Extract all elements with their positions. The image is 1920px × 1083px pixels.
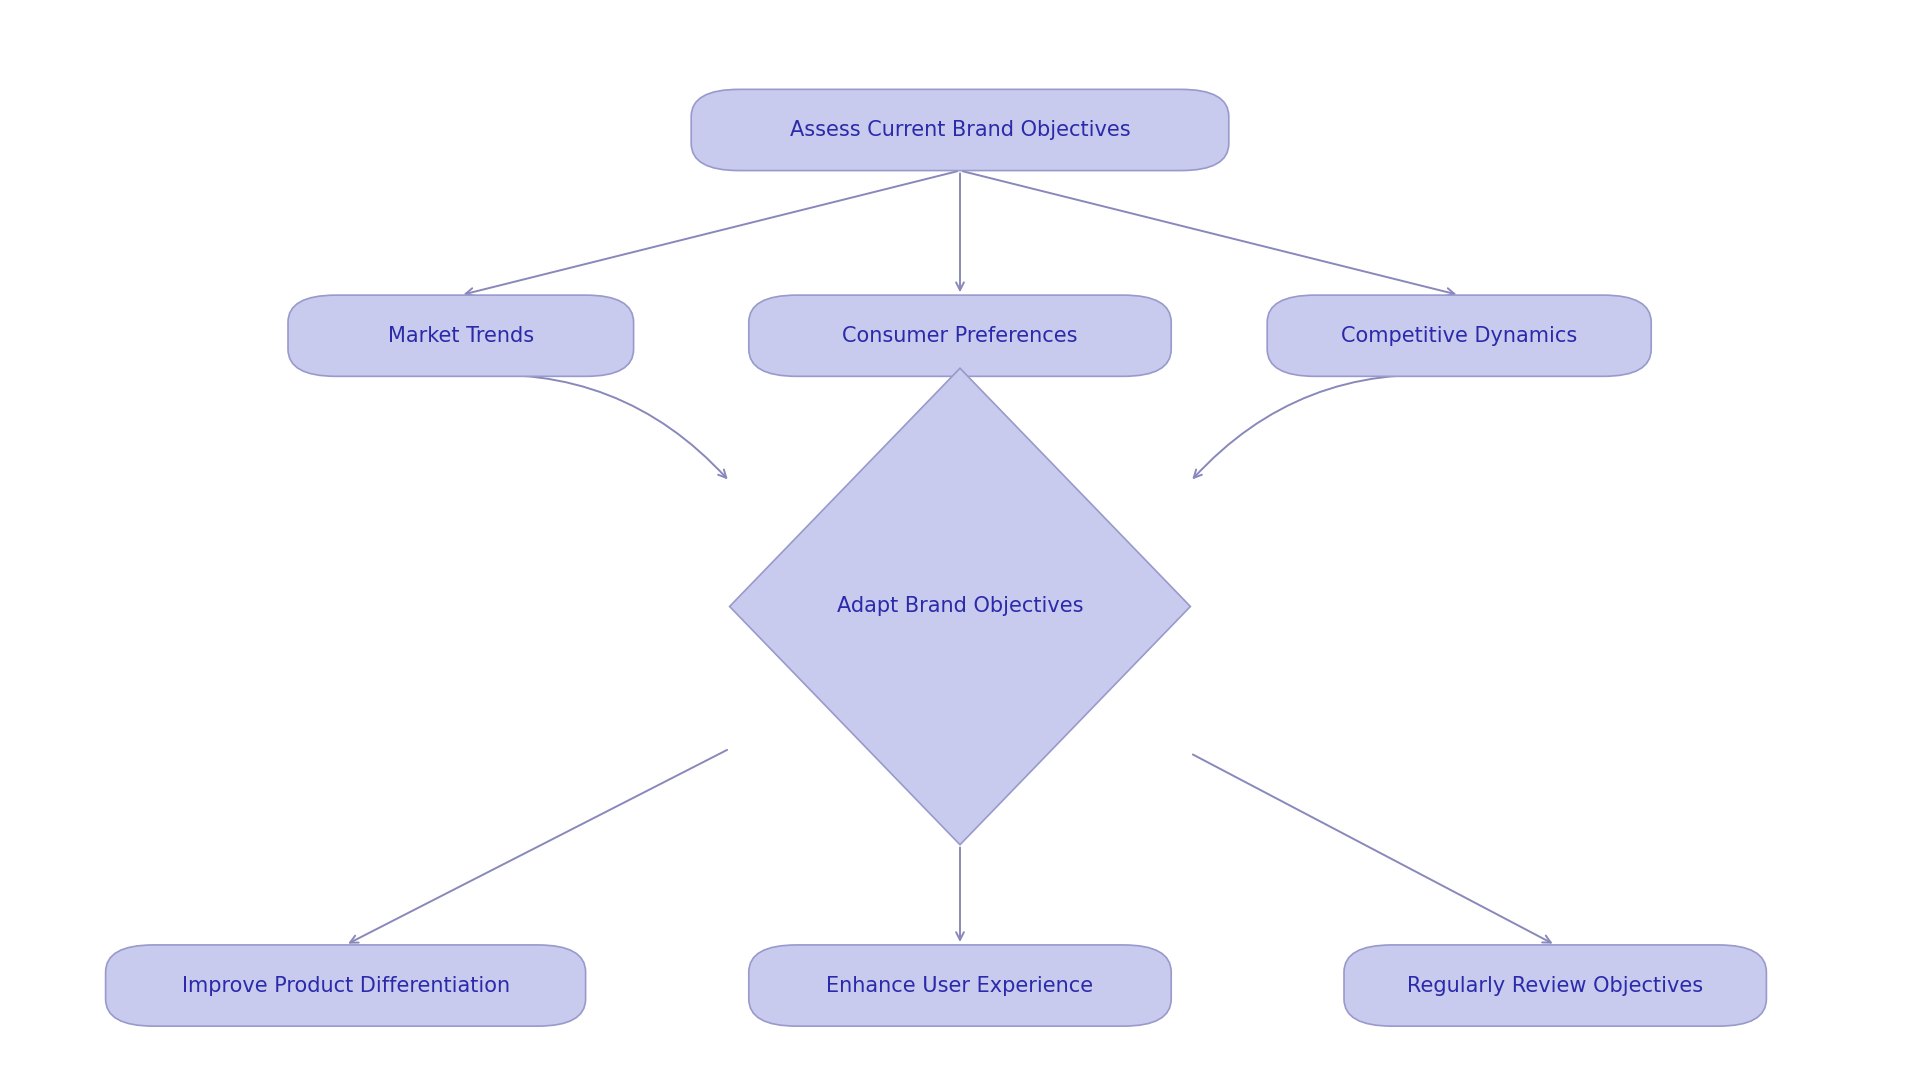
Text: Assess Current Brand Objectives: Assess Current Brand Objectives <box>789 120 1131 140</box>
Text: Enhance User Experience: Enhance User Experience <box>826 976 1094 995</box>
Text: Market Trends: Market Trends <box>388 326 534 345</box>
Polygon shape <box>730 368 1190 845</box>
Text: Regularly Review Objectives: Regularly Review Objectives <box>1407 976 1703 995</box>
Text: Adapt Brand Objectives: Adapt Brand Objectives <box>837 597 1083 616</box>
Text: Consumer Preferences: Consumer Preferences <box>843 326 1077 345</box>
FancyBboxPatch shape <box>1344 944 1766 1027</box>
FancyBboxPatch shape <box>1267 296 1651 377</box>
FancyBboxPatch shape <box>749 944 1171 1027</box>
FancyBboxPatch shape <box>106 944 586 1027</box>
FancyBboxPatch shape <box>691 90 1229 170</box>
Text: Competitive Dynamics: Competitive Dynamics <box>1340 326 1578 345</box>
FancyBboxPatch shape <box>749 296 1171 377</box>
FancyBboxPatch shape <box>288 296 634 377</box>
Text: Improve Product Differentiation: Improve Product Differentiation <box>182 976 509 995</box>
